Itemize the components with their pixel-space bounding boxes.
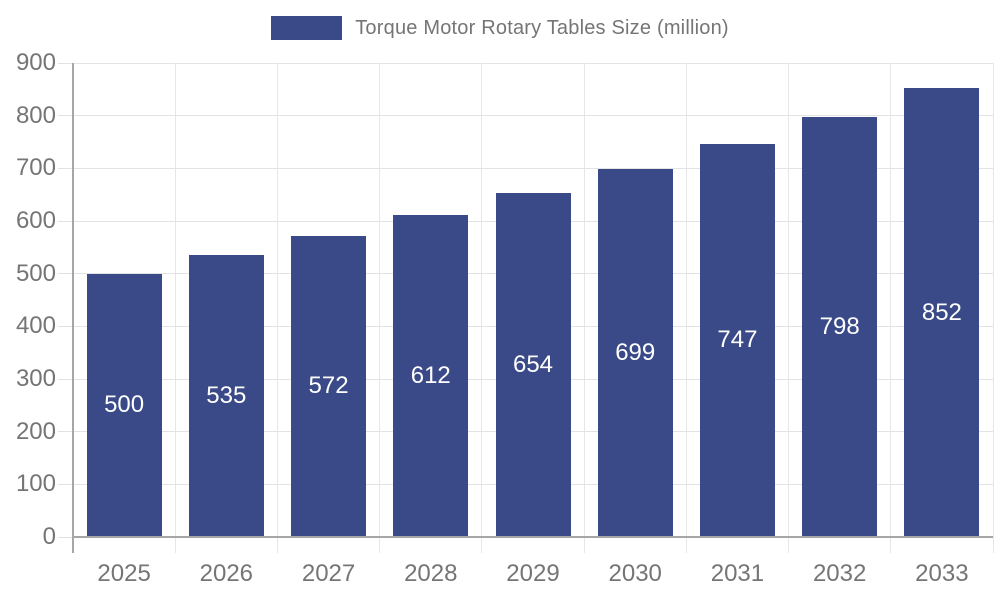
bar-value-label: 852: [921, 298, 962, 326]
y-tick-label: 600: [15, 207, 56, 234]
x-gridline: [788, 63, 790, 553]
x-axis-line: [73, 536, 993, 538]
x-gridline: [174, 63, 176, 553]
x-gridline: [379, 63, 381, 553]
x-gridline: [685, 63, 687, 553]
x-tick-label: 2025: [97, 560, 151, 587]
y-gridline: [58, 115, 993, 117]
bar-value-label: 572: [308, 372, 349, 400]
y-gridline: [58, 167, 993, 169]
bar-value-label: 798: [819, 312, 860, 340]
y-tick-label: 0: [42, 523, 56, 550]
y-tick-label: 100: [15, 470, 56, 498]
y-tick-label: 500: [15, 259, 56, 287]
x-tick-label: 2031: [710, 560, 765, 587]
x-gridline: [481, 63, 483, 553]
bar: 535: [188, 255, 264, 537]
bar: 798: [802, 116, 878, 537]
bar-value-label: 612: [410, 361, 451, 389]
chart-legend[interactable]: Torque Motor Rotary Tables Size (million…: [0, 16, 1000, 40]
bar: 612: [393, 214, 469, 537]
bar: 572: [291, 235, 367, 537]
bar: 654: [495, 192, 571, 537]
x-tick-label: 2029: [506, 560, 560, 587]
bar-value-label: 535: [206, 382, 247, 410]
x-gridline: [992, 63, 994, 553]
y-tick-label: 300: [15, 365, 56, 392]
bar: 699: [597, 168, 673, 537]
y-tick-label: 200: [15, 417, 56, 445]
bar-value-label: 699: [615, 338, 656, 366]
bar: 852: [904, 88, 980, 537]
bar: 747: [699, 143, 775, 537]
y-gridline: [58, 62, 993, 64]
x-gridline: [890, 63, 892, 553]
legend-label: Torque Motor Rotary Tables Size (million…: [355, 16, 729, 39]
bar-value-label: 500: [104, 391, 145, 419]
y-tick-label: 400: [15, 312, 56, 340]
x-tick-label: 2030: [608, 560, 662, 587]
legend-swatch: [271, 16, 343, 40]
y-tick-label: 900: [15, 49, 56, 76]
x-gridline: [276, 63, 278, 553]
x-gridline: [583, 63, 585, 553]
x-tick-label: 2028: [404, 560, 458, 587]
x-tick-label: 2027: [301, 560, 356, 587]
bar-value-label: 654: [512, 350, 554, 378]
bar: 500: [86, 273, 162, 537]
x-tick-label: 2026: [199, 560, 254, 587]
bar-value-label: 747: [717, 326, 758, 354]
y-tick-label: 800: [15, 101, 56, 129]
y-tick-label: 700: [15, 154, 56, 182]
y-axis-line: [72, 63, 74, 553]
x-tick-label: 2033: [915, 560, 969, 587]
x-tick-label: 2032: [812, 560, 867, 587]
